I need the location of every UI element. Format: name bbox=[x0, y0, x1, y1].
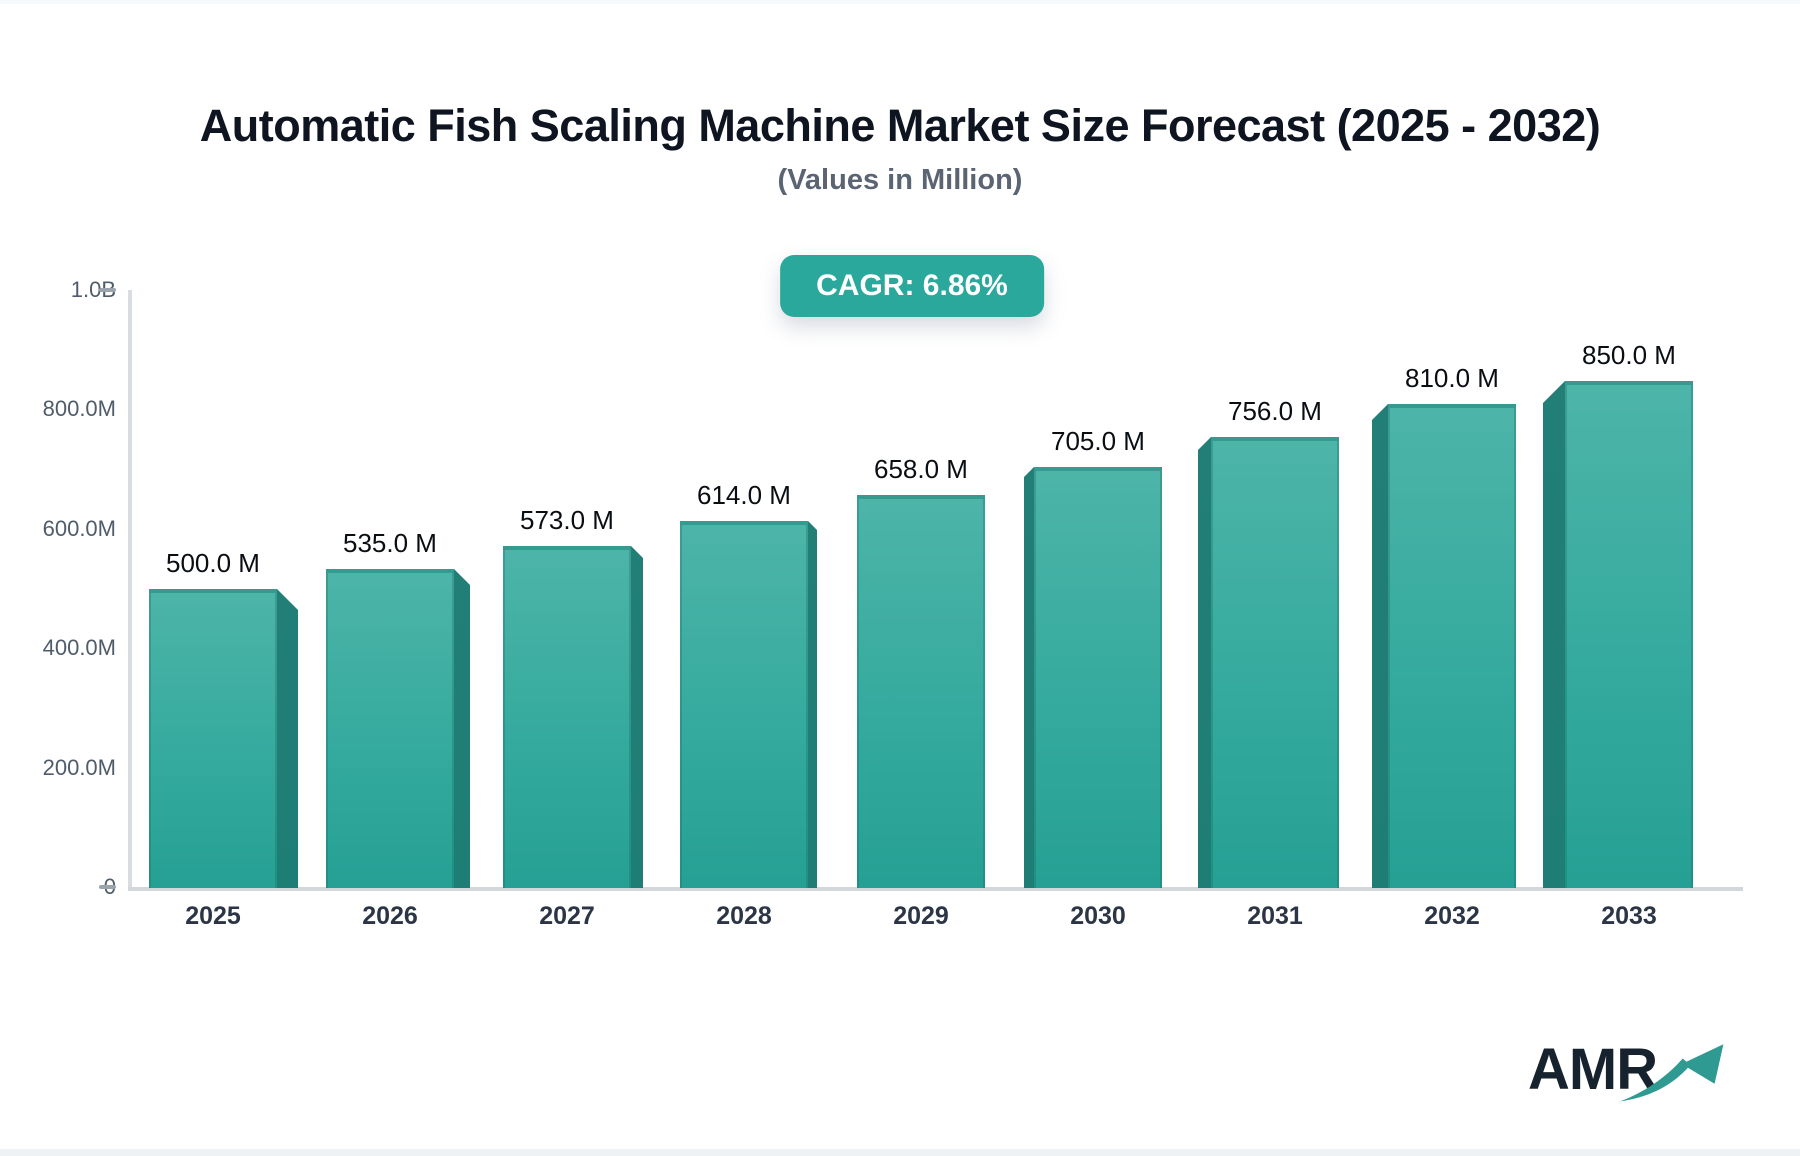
bar-value-2025: 500.0 M bbox=[166, 548, 260, 578]
bar-2033 bbox=[1565, 381, 1693, 888]
bar-2025 bbox=[149, 589, 277, 888]
bar-side-2025 bbox=[277, 589, 298, 888]
x-label-2030: 2030 bbox=[1070, 902, 1126, 930]
bar-value-2027: 573.0 M bbox=[520, 505, 614, 535]
bar-side-2031 bbox=[1198, 437, 1211, 888]
x-label-2031: 2031 bbox=[1247, 902, 1303, 930]
bar-value-2032: 810.0 M bbox=[1405, 363, 1499, 393]
cagr-badge: CAGR: 6.86% bbox=[780, 255, 1044, 317]
x-label-2032: 2032 bbox=[1424, 902, 1480, 930]
y-tick-label-800.0M: 800.0M bbox=[42, 396, 116, 422]
bar-2031 bbox=[1211, 437, 1339, 888]
y-tick-label-200.0M: 200.0M bbox=[42, 754, 116, 780]
y-tick-dash-0 bbox=[99, 885, 116, 889]
bar-value-2029: 658.0 M bbox=[874, 454, 968, 484]
x-label-2029: 2029 bbox=[893, 902, 949, 930]
bar-2027 bbox=[503, 546, 631, 888]
y-tick-label-600.0M: 600.0M bbox=[42, 515, 116, 541]
bar-side-2033 bbox=[1543, 381, 1565, 888]
x-label-2026: 2026 bbox=[362, 902, 418, 930]
bar-value-2030: 705.0 M bbox=[1051, 426, 1145, 456]
bar-2029 bbox=[857, 495, 985, 888]
x-axis-baseline bbox=[128, 887, 1743, 891]
bar-side-2032 bbox=[1372, 404, 1388, 888]
amr-logo-text: AMR bbox=[1528, 1037, 1658, 1102]
bar-side-2030 bbox=[1024, 467, 1034, 888]
bar-side-2027 bbox=[631, 546, 643, 888]
bar-value-2028: 614.0 M bbox=[697, 480, 791, 510]
x-label-2027: 2027 bbox=[539, 902, 595, 930]
bottom-edge-strip bbox=[0, 1149, 1800, 1156]
x-label-2025: 2025 bbox=[185, 902, 241, 930]
x-label-2028: 2028 bbox=[716, 902, 772, 930]
amr-logo: AMR bbox=[1528, 1036, 1738, 1116]
bar-2026 bbox=[326, 569, 454, 888]
bar-side-2028 bbox=[808, 521, 817, 888]
bar-2030 bbox=[1034, 467, 1162, 888]
bar-side-2026 bbox=[454, 569, 470, 888]
bar-value-2033: 850.0 M bbox=[1582, 340, 1676, 370]
y-axis-line bbox=[128, 290, 132, 888]
x-label-2033: 2033 bbox=[1601, 902, 1657, 930]
y-tick-label-400.0M: 400.0M bbox=[42, 635, 116, 661]
bar-2032 bbox=[1388, 404, 1516, 888]
growth-arrow-icon bbox=[1620, 1044, 1724, 1102]
bar-value-2031: 756.0 M bbox=[1228, 396, 1322, 426]
top-edge-strip bbox=[0, 0, 1800, 4]
y-tick-dash-1.0B bbox=[99, 288, 116, 292]
chart-title: Automatic Fish Scaling Machine Market Si… bbox=[199, 100, 1601, 151]
bar-value-2026: 535.0 M bbox=[343, 528, 437, 558]
chart-subtitle: (Values in Million) bbox=[777, 164, 1023, 196]
bar-2028 bbox=[680, 521, 808, 888]
